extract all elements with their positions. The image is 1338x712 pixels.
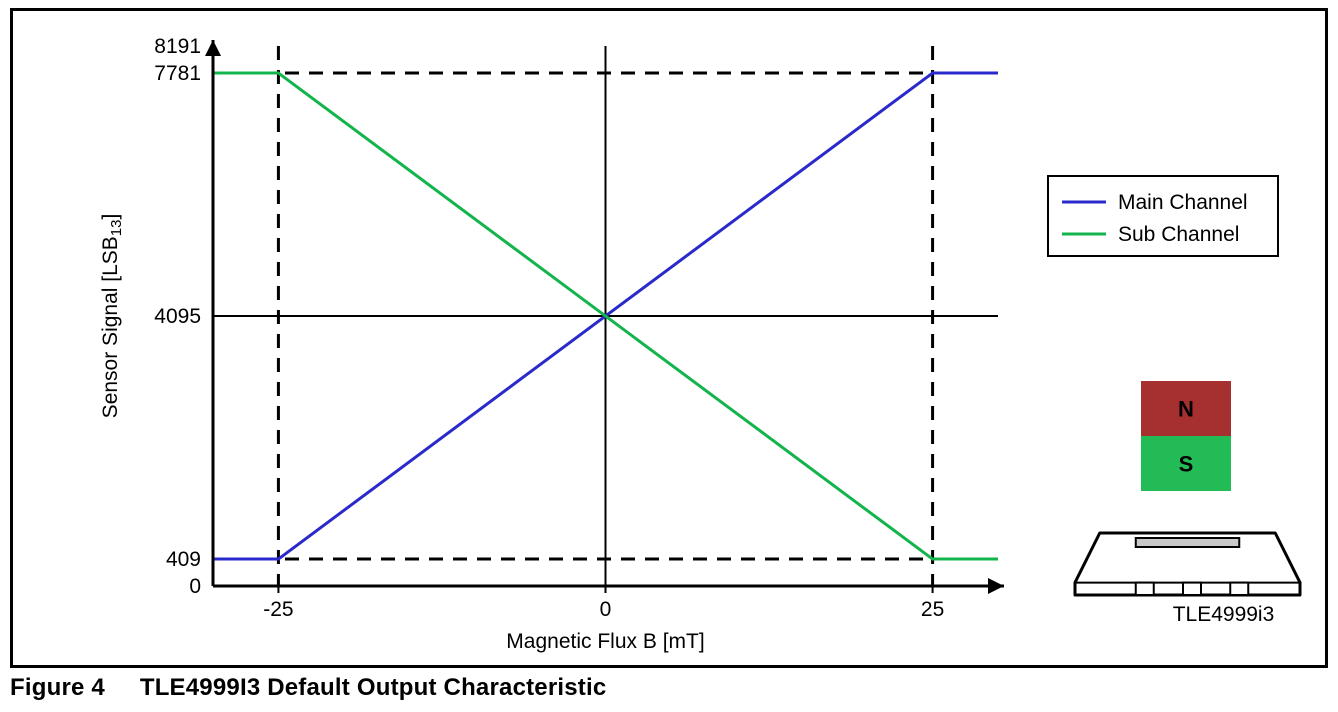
chart-svg: -25 0 25 0 409 4095 7781 8191 Magnetic Flux B [m… [13,11,1325,665]
device-lead [1183,583,1201,595]
x-tick: 25 [921,598,944,621]
x-axis-label: Magnetic Flux B [mT] [506,630,704,653]
legend-label: Sub Channel [1118,223,1239,246]
y-tick: 7781 [154,62,201,85]
y-tick: 0 [189,575,201,598]
y-tick: 8191 [154,35,201,58]
device-lead [1230,583,1248,595]
y-axis-arrow [205,40,221,56]
figure-caption: Figure 4 TLE4999I3 Default Output Charac… [10,674,606,702]
magnet-north-label: N [1178,397,1194,422]
x-tick: -25 [263,598,293,621]
legend-label: Main Channel [1118,191,1248,214]
device-lead [1136,583,1154,595]
y-tick: 409 [166,548,201,571]
magnet-south-label: S [1179,452,1194,477]
figure-frame: -25 0 25 0 409 4095 7781 8191 Magnetic Flux B [m… [10,8,1328,668]
figure-title: TLE4999I3 Default Output Characteristic [140,674,607,701]
x-tick: 0 [600,598,612,621]
device-label: TLE4999i3 [1173,603,1275,626]
device-die [1136,538,1240,547]
y-tick: 4095 [154,305,201,328]
y-axis-label: Sensor Signal [LSB13] [99,214,125,419]
x-axis-arrow [988,578,1004,594]
figure-number: Figure 4 [10,674,105,701]
